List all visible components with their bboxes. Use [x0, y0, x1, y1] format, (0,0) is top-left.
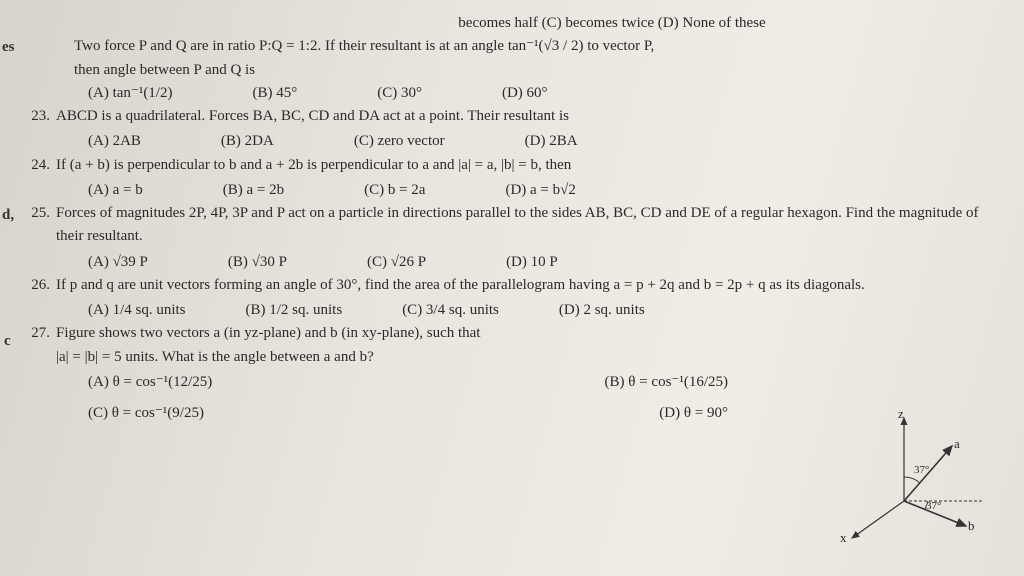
q27-opt-c: (C) θ = cos⁻¹(9/25) [88, 402, 204, 425]
q24-opt-b: (B) a = 2b [223, 179, 284, 202]
partial-question-top: becomes half (C) becomes twice (D) None … [18, 12, 1006, 105]
diagram-z-label: z [898, 404, 904, 424]
diagram-angle-1: 37° [914, 462, 929, 479]
q27-text-1: Figure shows two vectors a (in yz-plane)… [56, 322, 1006, 345]
q24-opt-d: (D) a = b√2 [505, 179, 575, 202]
q23-text: ABCD is a quadrilateral. Forces BA, BC, … [56, 105, 1006, 128]
question-24: 24. If (a + b) is perpendicular to b and… [18, 154, 1006, 177]
q26-opt-b: (B) 1/2 sq. units [246, 299, 343, 322]
question-26: 26. If p and q are unit vectors forming … [18, 274, 1006, 297]
diagram-b-label: b [968, 516, 975, 536]
q22-opt-b: (B) 45° [252, 82, 297, 105]
q24-text: If (a + b) is perpendicular to b and a +… [56, 154, 1006, 177]
q26-num: 26. [18, 274, 50, 297]
q24-num: 24. [18, 154, 50, 177]
q22-text-1: Two force P and Q are in ratio P:Q = 1:2… [74, 35, 1006, 58]
q26-opt-d: (D) 2 sq. units [559, 299, 645, 322]
margin-label-es: es [2, 36, 15, 59]
q24-opt-c: (C) b = 2a [364, 179, 425, 202]
q25-num: 25. [18, 202, 50, 249]
q26-text: If p and q are unit vectors forming an a… [56, 274, 1006, 297]
q25-opt-b: (B) √30 P [228, 251, 287, 274]
question-23: 23. ABCD is a quadrilateral. Forces BA, … [18, 105, 1006, 128]
q25-opt-a: (A) √39 P [88, 251, 148, 274]
q25-opt-d: (D) 10 P [506, 251, 558, 274]
q26-opt-a: (A) 1/4 sq. units [88, 299, 186, 322]
question-27: 27. Figure shows two vectors a (in yz-pl… [18, 322, 1006, 369]
q27-opt-b: (B) θ = cos⁻¹(16/25) [605, 371, 728, 394]
q23-num: 23. [18, 105, 50, 128]
q25-text: Forces of magnitudes 2P, 4P, 3P and P ac… [56, 202, 1006, 249]
diagram-x-label: x [840, 528, 847, 548]
q24-opt-a: (A) a = b [88, 179, 143, 202]
q27-opt-d: (D) θ = 90° [659, 402, 728, 425]
q22-opt-a: (A) tan⁻¹(1/2) [88, 82, 172, 105]
q22-opt-d: (D) 60° [502, 82, 548, 105]
q23-opt-d: (D) 2BA [525, 130, 578, 153]
top-options-prev: becomes half (C) becomes twice (D) None … [218, 12, 1006, 35]
q25-opt-c: (C) √26 P [367, 251, 426, 274]
q22-opt-c: (C) 30° [377, 82, 422, 105]
q27-text-2: |a| = |b| = 5 units. What is the angle b… [56, 346, 1006, 369]
q26-opt-c: (C) 3/4 sq. units [402, 299, 499, 322]
q27-opt-a: (A) θ = cos⁻¹(12/25) [88, 371, 212, 394]
question-25: 25. Forces of magnitudes 2P, 4P, 3P and … [18, 202, 1006, 249]
q23-opt-c: (C) zero vector [354, 130, 445, 153]
q23-opt-a: (A) 2AB [88, 130, 141, 153]
margin-label-d: d, [2, 204, 14, 227]
q27-num: 27. [18, 322, 50, 369]
diagram-angle-2: 37° [926, 498, 941, 515]
margin-label-c: c [4, 330, 11, 353]
vector-diagram: z a b x 37° 37° [834, 406, 994, 546]
diagram-a-label: a [954, 434, 960, 454]
q22-text-2: then angle between P and Q is [74, 59, 1006, 82]
q23-opt-b: (B) 2DA [221, 130, 274, 153]
